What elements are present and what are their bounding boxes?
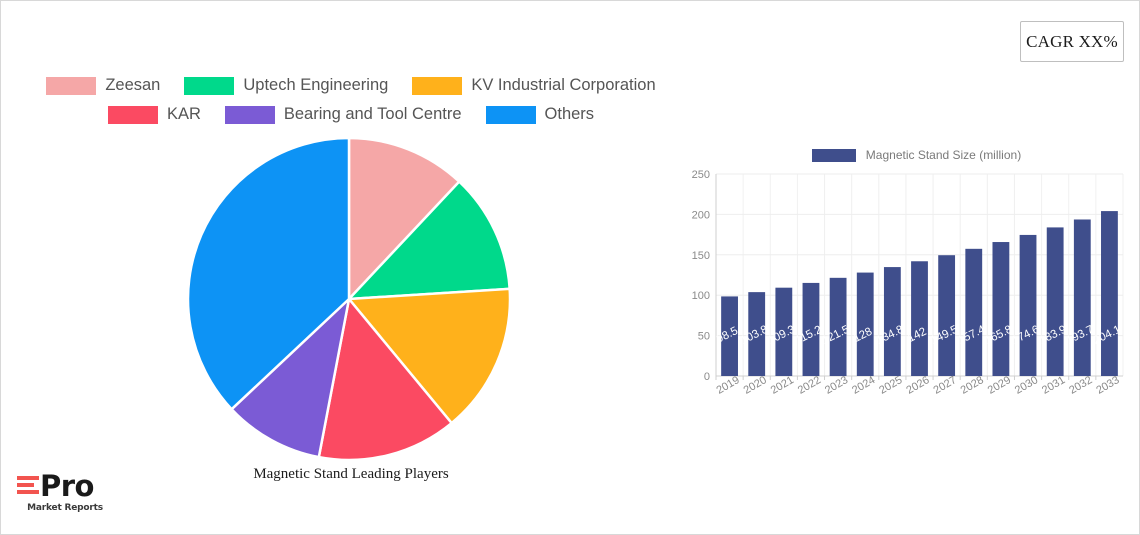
bar-chart-bar[interactable] <box>829 277 847 376</box>
bar-chart-y-tick-label: 0 <box>704 371 710 383</box>
logo-name: Pro <box>40 469 94 503</box>
bar-chart-x-tick-label: 2020 <box>742 374 769 397</box>
bar-chart-bar[interactable] <box>856 272 874 376</box>
bar-chart-y-tick-label: 50 <box>698 331 710 343</box>
cagr-label: CAGR XX% <box>1026 31 1118 51</box>
bar-chart-bar[interactable] <box>1073 219 1091 376</box>
legend-item-bearing-and-tool-centre[interactable]: Bearing and Tool Centre <box>224 105 462 124</box>
pie-slice[interactable] <box>345 179 512 301</box>
legend-item-uptech-engineering[interactable]: Uptech Engineering <box>184 76 388 95</box>
bar-chart-x-tick-label: 2022 <box>796 374 823 397</box>
pie-chart-caption: Magnetic Stand Leading Players <box>253 466 449 482</box>
pie-slice[interactable] <box>229 295 351 459</box>
bar-chart-x-tick-label: 2032 <box>1067 374 1094 397</box>
bar-chart-x-tick-label: 2024 <box>850 374 877 397</box>
legend-swatch-uptech-engineering <box>184 76 235 95</box>
cagr-badge: CAGR XX% <box>1020 21 1124 62</box>
bar-chart-bar[interactable] <box>1101 211 1118 376</box>
legend-label-kar: KAR <box>166 105 201 123</box>
bar-chart-x-tick-label: 2025 <box>877 374 904 397</box>
pie-legend-row-1: Zeesan Uptech Engineering KV Industrial … <box>1 71 701 100</box>
legend-swatch-zeesan <box>46 76 97 95</box>
bar-chart-bar[interactable] <box>802 282 820 376</box>
bar-chart-y-tick-label: 100 <box>692 290 710 302</box>
bar-legend-swatch <box>811 148 856 162</box>
bar-chart-bar[interactable] <box>721 296 738 376</box>
bar-chart-y-tick-label: 200 <box>692 209 710 221</box>
bar-chart-x-tick-label: 2026 <box>904 374 931 397</box>
bar-chart-bar[interactable] <box>938 255 956 376</box>
legend-item-others[interactable]: Others <box>485 105 595 124</box>
legend-swatch-kv-industrial-corporation <box>412 76 463 95</box>
bar-chart-x-tick-label: 2029 <box>986 374 1013 397</box>
bar-chart-x-tick-label: 2021 <box>769 374 796 397</box>
bar-chart-svg: 05010015020025098.52019103.82020109.3202… <box>692 169 1124 397</box>
bar-chart-bar[interactable] <box>1019 234 1037 376</box>
bar-chart-x-tick-label: 2019 <box>714 374 741 397</box>
bar-chart-bar[interactable] <box>748 292 766 376</box>
pie-legend-row-2: KAR Bearing and Tool Centre Others <box>1 100 701 129</box>
bar-chart-bar[interactable] <box>883 267 901 376</box>
legend-label-zeesan: Zeesan <box>105 76 161 94</box>
bar-chart-bar[interactable] <box>775 287 793 376</box>
bar-chart-bar[interactable] <box>965 248 983 376</box>
pie-slice[interactable] <box>186 136 351 411</box>
bar-chart-x-tick-label: 2030 <box>1013 374 1040 397</box>
bar-chart-x-tick-label: 2033 <box>1094 374 1121 397</box>
pie-slice[interactable] <box>347 136 461 303</box>
bar-chart-x-tick-label: 2028 <box>959 374 986 397</box>
pie-chart <box>186 136 512 462</box>
bar-legend-label: Magnetic Stand Size (million) <box>865 148 1022 162</box>
legend-item-kv-industrial-corporation[interactable]: KV Industrial Corporation <box>412 76 656 95</box>
legend-label-others: Others <box>544 105 595 123</box>
legend-swatch-bearing-and-tool-centre <box>224 105 275 124</box>
brand-logo: Pro Market Reports <box>17 471 113 521</box>
bar-chart: Magnetic Stand Size (million) 0 50 100 150 2… <box>684 144 1129 419</box>
legend-swatch-kar <box>107 105 158 124</box>
bar-chart-bar[interactable] <box>992 242 1010 376</box>
logo-bars-icon <box>17 471 39 494</box>
legend-item-kar[interactable]: KAR <box>107 105 201 124</box>
pie-legend: Zeesan Uptech Engineering KV Industrial … <box>1 71 701 129</box>
legend-swatch-others <box>485 105 536 124</box>
bar-chart-x-tick-label: 2023 <box>823 374 850 397</box>
bar-chart-y-tick-label: 150 <box>692 250 710 262</box>
pie-slice[interactable] <box>346 287 512 425</box>
logo-mark: Pro <box>17 471 113 505</box>
pie-slice[interactable] <box>317 296 454 462</box>
bar-chart-x-tick-label: 2027 <box>932 374 959 397</box>
bar-chart-legend: Magnetic Stand Size (million) <box>704 144 1129 166</box>
bar-chart-x-tick-label: 2031 <box>1040 374 1067 397</box>
legend-item-zeesan[interactable]: Zeesan <box>46 76 160 95</box>
bar-chart-bar[interactable] <box>911 261 928 376</box>
logo-tagline: Market Reports <box>27 503 103 513</box>
legend-label-bearing-and-tool-centre: Bearing and Tool Centre <box>283 105 462 123</box>
bar-chart-y-tick-label: 250 <box>692 169 710 181</box>
legend-label-uptech-engineering: Uptech Engineering <box>243 76 389 94</box>
pie-chart-svg <box>186 136 512 462</box>
bar-chart-bar[interactable] <box>1046 227 1064 376</box>
legend-label-kv-industrial-corporation: KV Industrial Corporation <box>471 76 656 94</box>
